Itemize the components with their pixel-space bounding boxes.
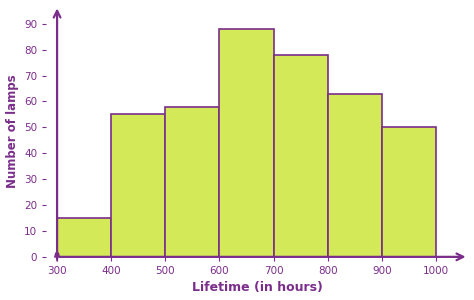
Bar bbox=[111, 114, 165, 257]
Bar bbox=[165, 106, 219, 257]
Bar bbox=[219, 29, 273, 257]
Bar bbox=[382, 127, 436, 257]
Y-axis label: Number of lamps: Number of lamps bbox=[6, 74, 18, 188]
Bar bbox=[57, 218, 111, 257]
Bar bbox=[328, 94, 382, 257]
X-axis label: Lifetime (in hours): Lifetime (in hours) bbox=[192, 281, 323, 294]
Bar bbox=[273, 55, 328, 257]
